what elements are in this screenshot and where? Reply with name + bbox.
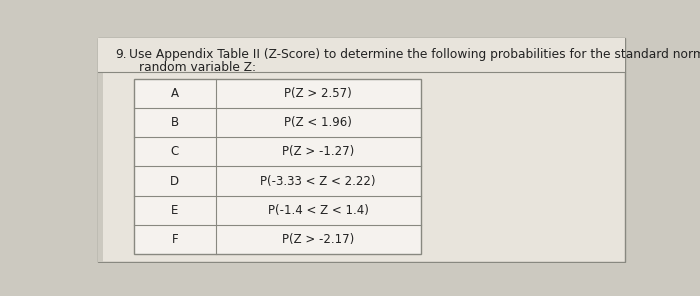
Text: D: D [170, 175, 179, 188]
Text: P(Z < 1.96): P(Z < 1.96) [284, 116, 352, 129]
Text: B: B [171, 116, 179, 129]
Text: E: E [172, 204, 178, 217]
Text: 9.: 9. [116, 48, 127, 61]
Bar [98, 38, 103, 262]
Bar [134, 79, 421, 254]
Text: C: C [171, 145, 179, 158]
Text: P(-1.4 < Z < 1.4): P(-1.4 < Z < 1.4) [268, 204, 369, 217]
Text: F: F [172, 233, 178, 246]
Text: P(Z > 2.57): P(Z > 2.57) [284, 87, 352, 100]
Bar [98, 38, 624, 73]
Text: random variable Z:: random variable Z: [139, 61, 256, 74]
Text: P(-3.33 < Z < 2.22): P(-3.33 < Z < 2.22) [260, 175, 376, 188]
Text: P(Z > -2.17): P(Z > -2.17) [282, 233, 354, 246]
Text: P(Z > -1.27): P(Z > -1.27) [282, 145, 354, 158]
Text: A: A [171, 87, 179, 100]
Text: Use Appendix Table II (Z-Score) to determine the following probabilities for the: Use Appendix Table II (Z-Score) to deter… [130, 48, 700, 61]
